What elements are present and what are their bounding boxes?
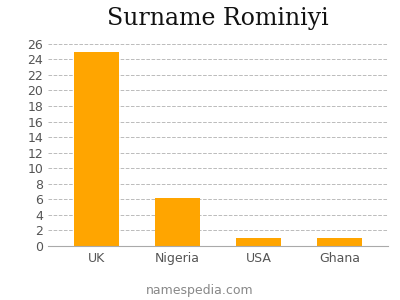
Title: Surname Rominiyi: Surname Rominiyi — [107, 7, 329, 30]
Bar — [317, 238, 362, 246]
Text: namespedia.com: namespedia.com — [146, 284, 254, 297]
Bar — [236, 238, 281, 246]
Bar — [74, 52, 119, 246]
Bar — [155, 198, 200, 246]
